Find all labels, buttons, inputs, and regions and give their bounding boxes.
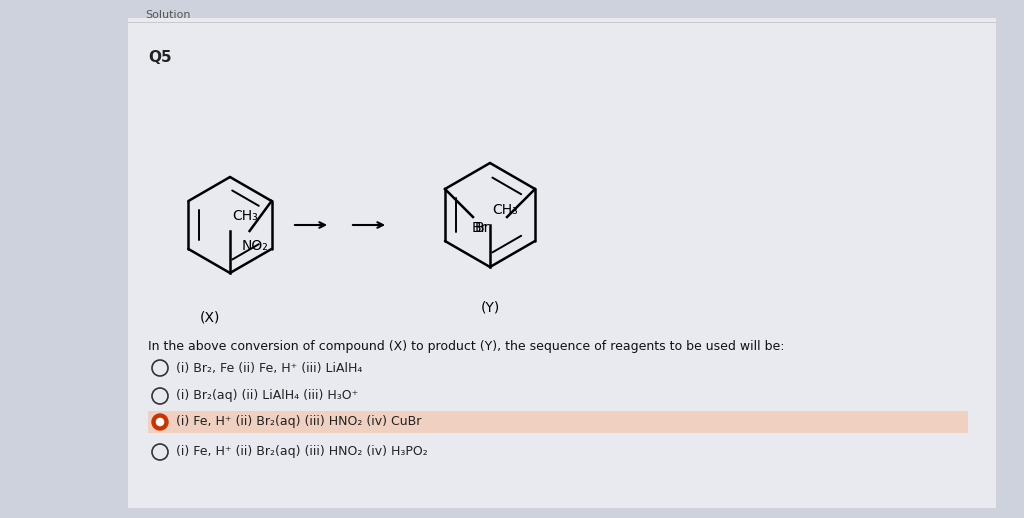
- Text: (i) Br₂, Fe (ii) Fe, H⁺ (iii) LiAlH₄: (i) Br₂, Fe (ii) Fe, H⁺ (iii) LiAlH₄: [176, 362, 362, 375]
- Text: Br: Br: [472, 221, 487, 235]
- Text: (X): (X): [200, 310, 220, 324]
- Text: CH₃: CH₃: [492, 203, 518, 217]
- Text: Solution: Solution: [145, 10, 190, 20]
- Text: Q5: Q5: [148, 50, 172, 65]
- Circle shape: [157, 419, 164, 426]
- Text: Br: Br: [475, 221, 490, 235]
- Text: NO₂: NO₂: [242, 239, 268, 253]
- FancyBboxPatch shape: [148, 411, 968, 433]
- Text: (Y): (Y): [480, 300, 500, 314]
- Text: (i) Br₂(aq) (ii) LiAlH₄ (iii) H₃O⁺: (i) Br₂(aq) (ii) LiAlH₄ (iii) H₃O⁺: [176, 390, 358, 402]
- Text: (i) Fe, H⁺ (ii) Br₂(aq) (iii) HNO₂ (iv) H₃PO₂: (i) Fe, H⁺ (ii) Br₂(aq) (iii) HNO₂ (iv) …: [176, 445, 428, 458]
- FancyBboxPatch shape: [128, 18, 996, 508]
- Text: CH₃: CH₃: [232, 209, 258, 223]
- Circle shape: [152, 414, 168, 430]
- Text: (i) Fe, H⁺ (ii) Br₂(aq) (iii) HNO₂ (iv) CuBr: (i) Fe, H⁺ (ii) Br₂(aq) (iii) HNO₂ (iv) …: [176, 415, 421, 428]
- Text: In the above conversion of compound (X) to product (Y), the sequence of reagents: In the above conversion of compound (X) …: [148, 340, 784, 353]
